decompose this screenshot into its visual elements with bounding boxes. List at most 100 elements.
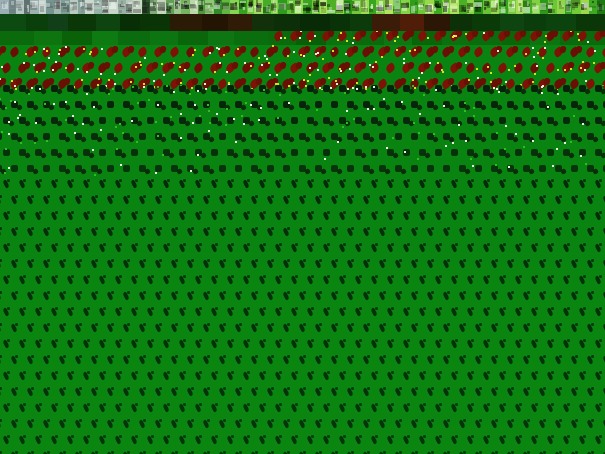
spark-pixel [136,141,138,143]
transition-cell [536,129,552,145]
red-glyph-cell [40,45,56,61]
diagonal-slash-tail [295,371,298,374]
dark-blob [203,133,210,140]
spark-pixel [208,110,210,112]
noise-pixel [133,1,140,5]
lattice-cell [56,385,72,401]
red-glyph-cell [344,45,360,61]
dark-blob-secondary [168,152,175,159]
lattice-cell [528,241,544,257]
dark-blob [347,133,354,140]
red-glyph-mark-secondary [454,61,464,70]
diagonal-slash-tail [543,451,546,454]
lattice-cell [176,337,192,353]
lattice-cell [560,433,576,449]
red-glyph-cell [136,77,152,90]
lattice-cell [344,193,360,209]
transition-cell [400,85,416,97]
spark-pixel [365,88,367,90]
spark-pixel [192,122,194,124]
diagonal-slash-tail [447,355,450,358]
lattice-cell [224,177,240,193]
lattice-cell [512,401,528,417]
dark-blob-secondary [552,120,559,127]
dark-block [472,14,500,31]
diagonal-slash-tail [543,291,546,294]
spark-pixel [523,146,525,148]
lattice-cell [360,257,376,273]
lattice-cell [88,257,104,273]
diagonal-slash-tail [239,195,242,198]
lattice-cell [576,273,592,289]
red-glyph-cell [168,45,184,61]
noise-pixel [9,9,15,13]
lattice-cell [280,225,296,241]
lattice-cell [288,401,304,417]
diagonal-slash-tail [63,323,66,326]
lattice-cell [56,417,72,433]
lattice-cell [104,289,120,305]
dark-block [48,14,68,31]
diagonal-slash-tail [143,419,146,422]
diagonal-slash-tail [7,435,10,438]
lattice-cell [24,289,40,305]
red-glyph-cell [392,45,408,61]
red-glyph-cell [200,77,216,90]
lattice-cell [136,289,152,305]
diagonal-slash-tail [95,355,98,358]
spark-pixel [28,93,30,95]
lattice-cell [400,241,416,257]
diagonal-slash-tail [327,307,330,310]
dark-blob-secondary [40,152,47,159]
diagonal-slash-tail [415,291,418,294]
diagonal-slash-tail [23,403,26,406]
lattice-cell [200,353,216,369]
lattice-cell [112,401,128,417]
dark-blob [195,117,202,124]
noise-pixel [102,10,108,13]
diagonal-slash-tail [551,179,554,182]
lattice-cell [472,225,488,241]
diagonal-slash-tail [479,195,482,198]
transition-cell [496,85,512,97]
lattice-cell [168,321,184,337]
spark-pixel [191,87,193,89]
dark-blob-secondary [472,152,479,159]
lattice-cell [120,385,136,401]
lattice-cell [464,369,480,385]
spark-pixel [112,88,114,90]
noise-pixel [320,2,326,6]
noise-pixel [190,4,196,8]
dark-blob-secondary [520,88,527,95]
lattice-cell [568,321,584,337]
lattice-cell [152,257,168,273]
red-glyph-cell [184,45,200,61]
lattice-cell [424,225,440,241]
lattice-cell [0,369,16,385]
spark-pixel [419,113,421,115]
red-glyph-mark-secondary [230,61,240,70]
noise-pixel [128,8,131,12]
lattice-cell [600,353,605,369]
noise-pixel [312,10,318,13]
lattice-cell [200,385,216,401]
red-glyph-cell [480,61,496,77]
lattice-cell [520,225,536,241]
lattice-cell [184,193,200,209]
lattice-cell [336,209,352,225]
spark-pixel [43,70,45,72]
noise-pixel [271,4,274,11]
lattice-cell [208,177,224,193]
diagonal-slash-tail [255,195,258,198]
lattice-cell [88,417,104,433]
dark-blob [427,165,434,172]
noise-pixel [520,7,522,12]
diagonal-slash-tail [287,291,290,294]
spark-pixel [140,64,142,66]
spark-pixel [218,48,220,50]
dark-blob-secondary [480,136,487,143]
lattice-cell [376,257,392,273]
transition-cell [376,129,392,145]
diagonal-slash-tail [79,323,82,326]
spark-pixel [490,72,492,74]
